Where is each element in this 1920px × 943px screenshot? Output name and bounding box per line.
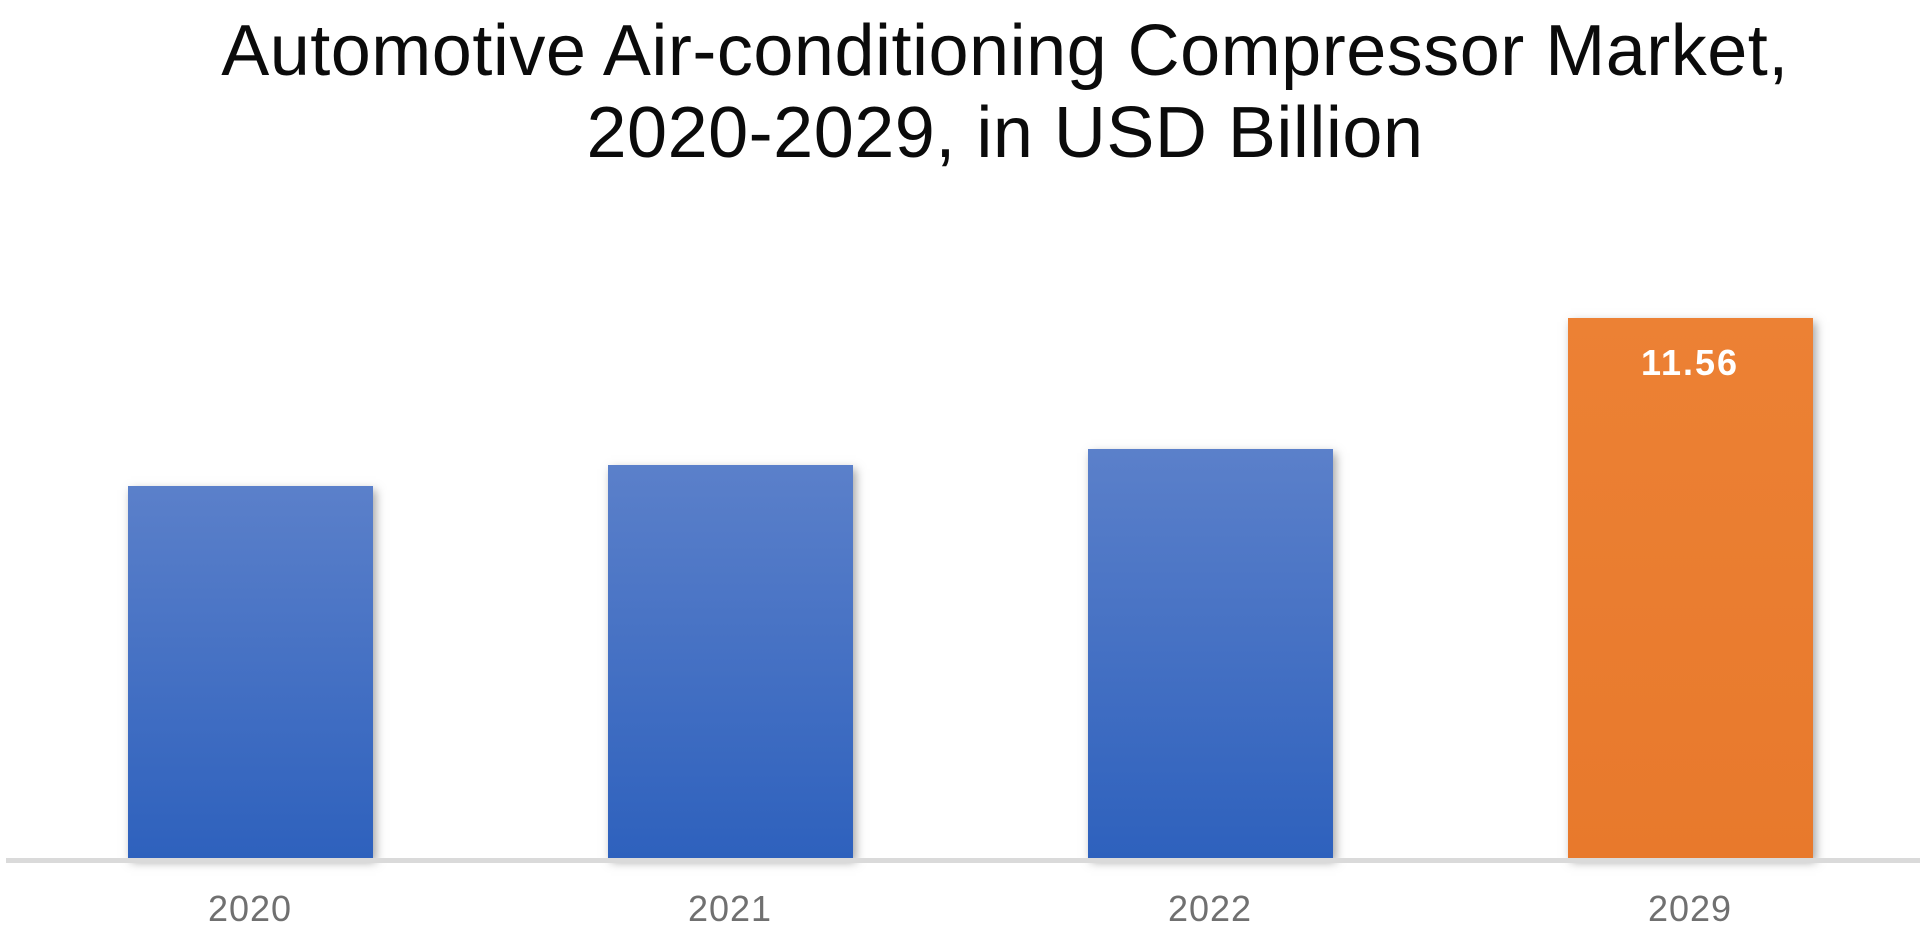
x-axis-label-2021: 2021 [687, 888, 773, 929]
chart-title-line1: Automotive Air-conditioning Compressor M… [221, 11, 1789, 91]
chart-title: Automotive Air-conditioning Compressor M… [90, 10, 1920, 174]
x-axis-label-2020: 2020 [207, 888, 293, 929]
bar-2020 [127, 486, 373, 858]
bar-2021 [607, 465, 853, 858]
bar-column-2029: 11.56 [1450, 298, 1920, 858]
plot-area: 11.56 [10, 298, 1920, 858]
bar-2029: 11.56 [1567, 318, 1813, 858]
chart-title-line2: 2020-2029, in USD Billion [586, 93, 1424, 173]
x-axis-label-2022: 2022 [1167, 888, 1253, 929]
bar-column-2020 [10, 298, 490, 858]
x-axis-label-2029: 2029 [1647, 888, 1733, 929]
bar-value-label-2029: 11.56 [1640, 342, 1740, 383]
x-axis-labels: 2020 2021 2022 2029 [10, 888, 1920, 930]
x-axis-line [6, 858, 1920, 863]
bar-column-2021 [490, 298, 970, 858]
bar-2022 [1087, 449, 1333, 858]
bar-column-2022 [970, 298, 1450, 858]
